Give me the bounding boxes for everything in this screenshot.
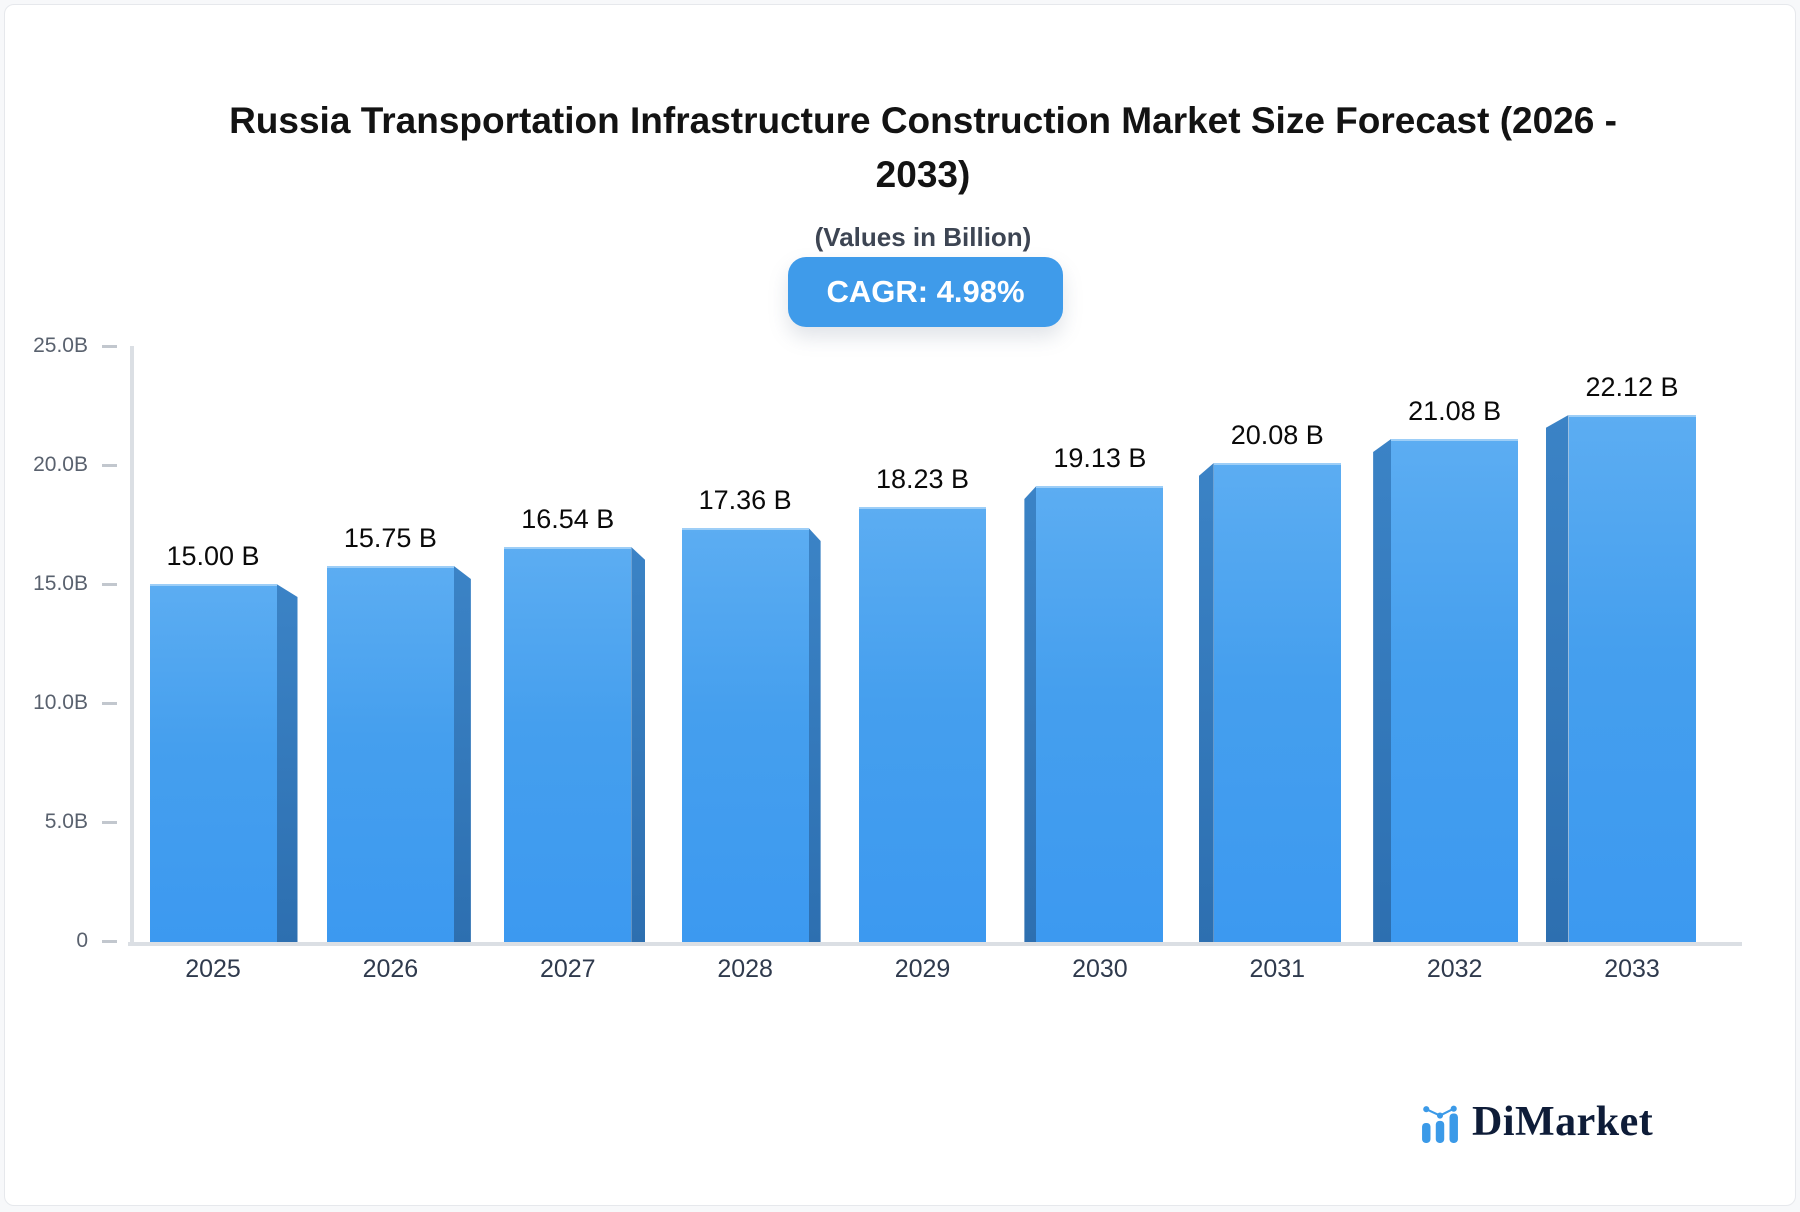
y-axis-line [130, 346, 134, 946]
bar-front-face [504, 547, 632, 943]
bar-front-face [1568, 415, 1696, 943]
y-tick-label: 15.0B [33, 572, 88, 595]
bar-value-label: 15.75 B [343, 523, 437, 553]
bar-front-face [326, 566, 454, 943]
x-axis-label-2027: 2027 [539, 955, 596, 983]
y-tick-label: 10.0B [33, 691, 88, 714]
bar-side-face [1024, 486, 1037, 943]
x-axis-line [128, 942, 1742, 946]
bar-front-face [1391, 439, 1519, 943]
bar-front-face [859, 507, 986, 943]
y-tick-dash [102, 345, 117, 348]
x-axis-label-2033: 2033 [1604, 955, 1660, 983]
x-axis-label-2025: 2025 [185, 955, 241, 983]
bar-side-face [276, 584, 298, 943]
y-tick-dash [102, 821, 117, 824]
bar-front-face [149, 584, 277, 943]
chart-subtitle: (Values in Billion) [814, 222, 1032, 252]
bar-value-label: 18.23 B [875, 464, 970, 494]
brand-logo: DiMarket [1421, 1099, 1653, 1143]
y-tick-label: 5.0B [44, 810, 88, 833]
bar-value-label: 17.36 B [698, 485, 792, 515]
x-axis-label-2030: 2030 [1072, 955, 1128, 983]
bar-2029: 18.23 B [859, 464, 986, 943]
bar-2027: 16.54 B [504, 504, 646, 943]
bar-side-face [1373, 439, 1392, 943]
bar-2032: 21.08 B [1373, 396, 1519, 943]
chart-title-line1: Russia Transportation Infrastructure Con… [229, 100, 1617, 141]
bar-front-face [1036, 486, 1164, 943]
bar-2028: 17.36 B [681, 485, 821, 943]
bar-value-label: 21.08 B [1408, 396, 1502, 426]
y-tick-dash [102, 940, 117, 943]
y-tick-dash [102, 702, 117, 705]
x-axis-label-2028: 2028 [717, 955, 773, 983]
bar-2031: 20.08 B [1198, 420, 1341, 943]
mini-bar-chart-trend-icon [1422, 1105, 1458, 1143]
bar-2033: 22.12 B [1545, 372, 1696, 943]
bar-value-label: 20.08 B [1230, 420, 1324, 450]
x-axis-label-2031: 2031 [1249, 955, 1306, 983]
y-tick-label: 25.0B [33, 334, 88, 357]
x-axis-label-2026: 2026 [362, 955, 419, 983]
y-tick-dash [102, 583, 117, 586]
cagr-badge: CAGR: 4.98% [788, 257, 1063, 327]
bar-side-face [1545, 415, 1569, 943]
bar-side-face [1198, 463, 1214, 943]
y-tick-dash [102, 464, 117, 467]
bar-value-label: 22.12 B [1585, 372, 1679, 402]
chart-title-line2: 2033) [875, 154, 971, 195]
bar-side-face [453, 566, 471, 943]
bar-front-face [1213, 463, 1341, 943]
chart-title: Russia Transportation Infrastructure Con… [0, 94, 1800, 202]
bar-2030: 19.13 B [1024, 443, 1164, 943]
y-tick-label: 0 [76, 929, 88, 952]
y-tick-label: 20.0B [33, 453, 88, 476]
bar-value-label: 16.54 B [521, 504, 615, 534]
bar-2026: 15.75 B [326, 523, 471, 943]
bar-value-label: 19.13 B [1053, 443, 1147, 473]
bar-value-label: 15.00 B [166, 541, 260, 571]
brand-logo-text: DiMarket [1472, 1099, 1654, 1145]
bar-front-face [681, 528, 809, 943]
bar-side-face [808, 528, 821, 943]
bar-side-face [631, 547, 646, 943]
x-axis-label-2029: 2029 [894, 955, 951, 983]
bar-2025: 15.00 B [149, 541, 298, 943]
x-axis-label-2032: 2032 [1426, 955, 1483, 983]
